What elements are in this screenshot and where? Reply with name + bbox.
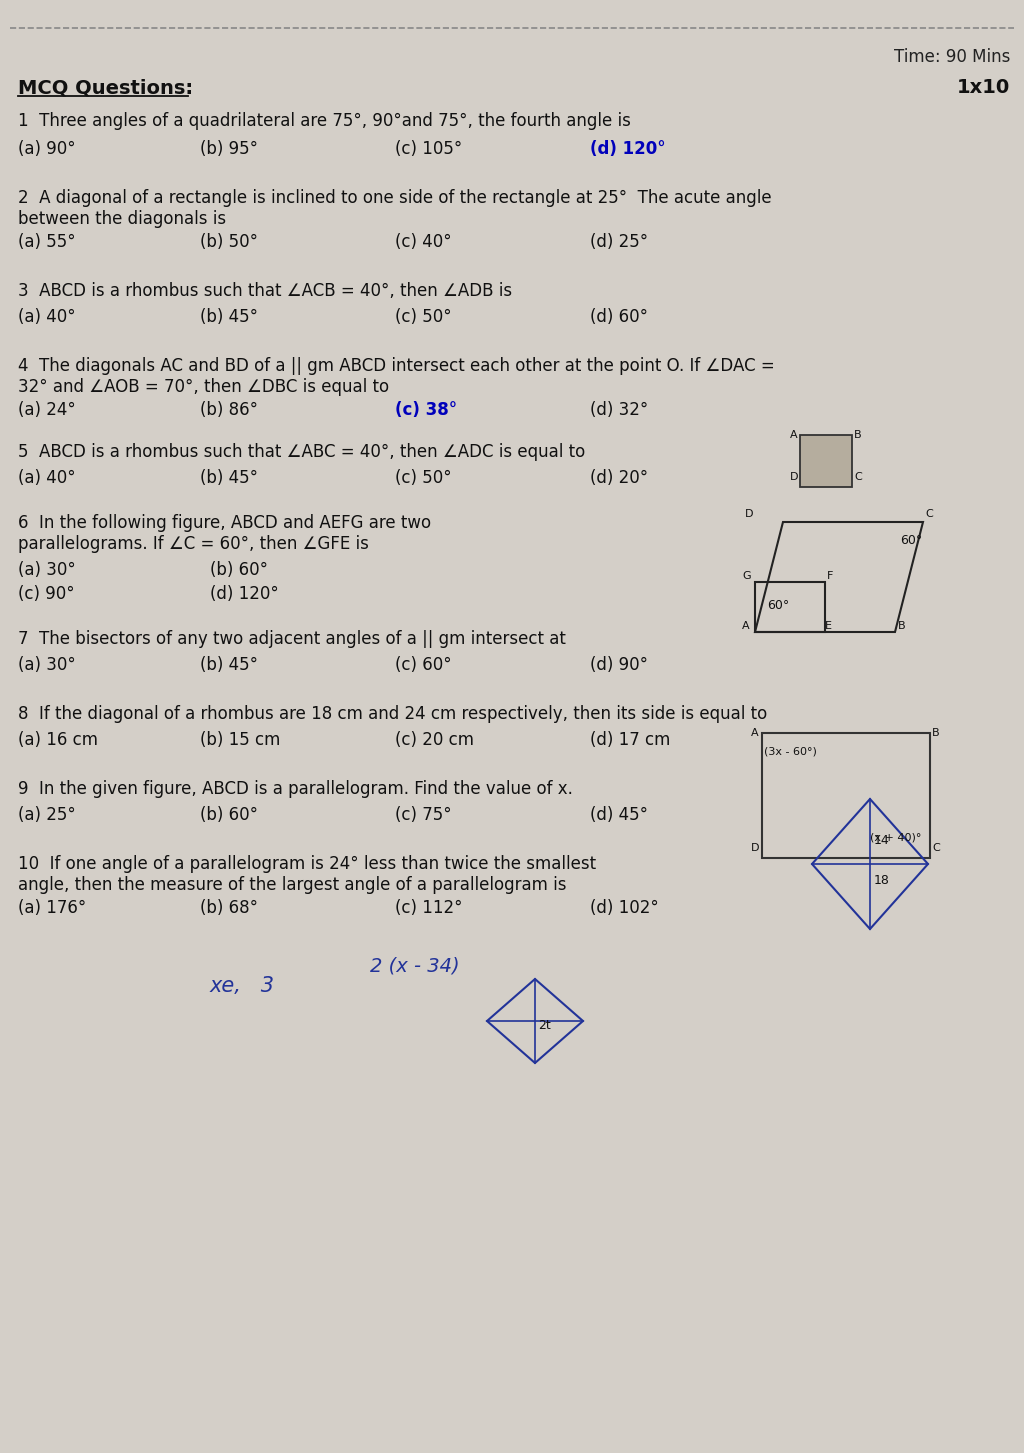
Text: (c) 60°: (c) 60° — [395, 655, 452, 674]
Text: B: B — [932, 728, 940, 738]
Text: (c) 105°: (c) 105° — [395, 139, 462, 158]
Text: G: G — [742, 571, 751, 581]
Text: (b) 15 cm: (b) 15 cm — [200, 731, 281, 748]
Text: 2t: 2t — [538, 1019, 551, 1032]
Text: 10  If one angle of a parallelogram is 24° less than twice the smallest
angle, t: 10 If one angle of a parallelogram is 24… — [18, 854, 596, 894]
Text: 9  In the given figure, ABCD is a parallelogram. Find the value of x.: 9 In the given figure, ABCD is a paralle… — [18, 780, 572, 798]
Text: A: A — [752, 728, 759, 738]
Text: (a) 24°: (a) 24° — [18, 401, 76, 418]
Text: 18: 18 — [874, 875, 890, 886]
Text: (d) 90°: (d) 90° — [590, 655, 648, 674]
Text: (c) 112°: (c) 112° — [395, 899, 463, 917]
Text: 2 (x - 34): 2 (x - 34) — [370, 956, 460, 975]
Text: (a) 16 cm: (a) 16 cm — [18, 731, 98, 748]
Bar — [762, 732, 930, 859]
Text: (b) 45°: (b) 45° — [200, 469, 258, 487]
Text: xe,   3: xe, 3 — [210, 976, 275, 995]
Text: 7  The bisectors of any two adjacent angles of a || gm intersect at: 7 The bisectors of any two adjacent angl… — [18, 631, 566, 648]
Text: (c) 50°: (c) 50° — [395, 469, 452, 487]
Text: E: E — [825, 620, 831, 631]
Text: 1  Three angles of a quadrilateral are 75°, 90°and 75°, the fourth angle is: 1 Three angles of a quadrilateral are 75… — [18, 112, 631, 129]
Text: (d) 120°: (d) 120° — [210, 586, 279, 603]
Text: (b) 50°: (b) 50° — [200, 232, 258, 251]
Text: A: A — [742, 620, 750, 631]
Text: (d) 17 cm: (d) 17 cm — [590, 731, 671, 748]
Text: (d) 120°: (d) 120° — [590, 139, 666, 158]
Text: (x + 40)°: (x + 40)° — [870, 833, 922, 843]
Text: C: C — [925, 509, 933, 519]
Text: 2  A diagonal of a rectangle is inclined to one side of the rectangle at 25°  Th: 2 A diagonal of a rectangle is inclined … — [18, 189, 772, 228]
Text: B: B — [854, 430, 861, 440]
Text: (c) 20 cm: (c) 20 cm — [395, 731, 474, 748]
Text: B: B — [898, 620, 905, 631]
Text: (c) 38°: (c) 38° — [395, 401, 457, 418]
Text: (a) 25°: (a) 25° — [18, 806, 76, 824]
Text: (b) 45°: (b) 45° — [200, 655, 258, 674]
Text: 6  In the following figure, ABCD and AEFG are two
parallelograms. If ∠C = 60°, t: 6 In the following figure, ABCD and AEFG… — [18, 514, 431, 552]
Text: 8  If the diagonal of a rhombus are 18 cm and 24 cm respectively, then its side : 8 If the diagonal of a rhombus are 18 cm… — [18, 705, 767, 724]
Text: (c) 40°: (c) 40° — [395, 232, 452, 251]
Text: (a) 90°: (a) 90° — [18, 139, 76, 158]
Text: A: A — [791, 430, 798, 440]
Text: (a) 30°: (a) 30° — [18, 561, 76, 578]
Text: (b) 86°: (b) 86° — [200, 401, 258, 418]
Text: (b) 45°: (b) 45° — [200, 308, 258, 325]
Text: (b) 60°: (b) 60° — [210, 561, 268, 578]
Text: (b) 95°: (b) 95° — [200, 139, 258, 158]
Text: Time: 90 Mins: Time: 90 Mins — [894, 48, 1010, 65]
Text: 60°: 60° — [767, 599, 790, 612]
Text: (c) 50°: (c) 50° — [395, 308, 452, 325]
Bar — [800, 434, 852, 487]
Text: D: D — [745, 509, 754, 519]
Text: (a) 40°: (a) 40° — [18, 469, 76, 487]
Text: 5  ABCD is a rhombus such that ∠ABC = 40°, then ∠ADC is equal to: 5 ABCD is a rhombus such that ∠ABC = 40°… — [18, 443, 586, 461]
Text: 14: 14 — [874, 834, 890, 847]
Text: (d) 60°: (d) 60° — [590, 308, 648, 325]
Text: (d) 20°: (d) 20° — [590, 469, 648, 487]
Text: 60°: 60° — [900, 535, 923, 546]
Text: D: D — [751, 843, 759, 853]
Text: (c) 75°: (c) 75° — [395, 806, 452, 824]
Text: C: C — [932, 843, 940, 853]
Text: 4  The diagonals AC and BD of a || gm ABCD intersect each other at the point O. : 4 The diagonals AC and BD of a || gm ABC… — [18, 357, 775, 395]
Text: (a) 30°: (a) 30° — [18, 655, 76, 674]
Text: F: F — [827, 571, 834, 581]
Text: (d) 32°: (d) 32° — [590, 401, 648, 418]
Text: (3x - 60°): (3x - 60°) — [764, 747, 817, 757]
Text: (d) 45°: (d) 45° — [590, 806, 648, 824]
Text: 3  ABCD is a rhombus such that ∠ACB = 40°, then ∠ADB is: 3 ABCD is a rhombus such that ∠ACB = 40°… — [18, 282, 512, 299]
Text: (d) 102°: (d) 102° — [590, 899, 658, 917]
Text: (d) 25°: (d) 25° — [590, 232, 648, 251]
Text: (a) 176°: (a) 176° — [18, 899, 86, 917]
Text: 1x10: 1x10 — [956, 78, 1010, 97]
Text: (c) 90°: (c) 90° — [18, 586, 75, 603]
Text: (a) 40°: (a) 40° — [18, 308, 76, 325]
Text: (a) 55°: (a) 55° — [18, 232, 76, 251]
Text: (b) 68°: (b) 68° — [200, 899, 258, 917]
Text: D: D — [790, 472, 798, 482]
Text: C: C — [854, 472, 862, 482]
Text: (b) 60°: (b) 60° — [200, 806, 258, 824]
Text: MCQ Questions:: MCQ Questions: — [18, 78, 194, 97]
